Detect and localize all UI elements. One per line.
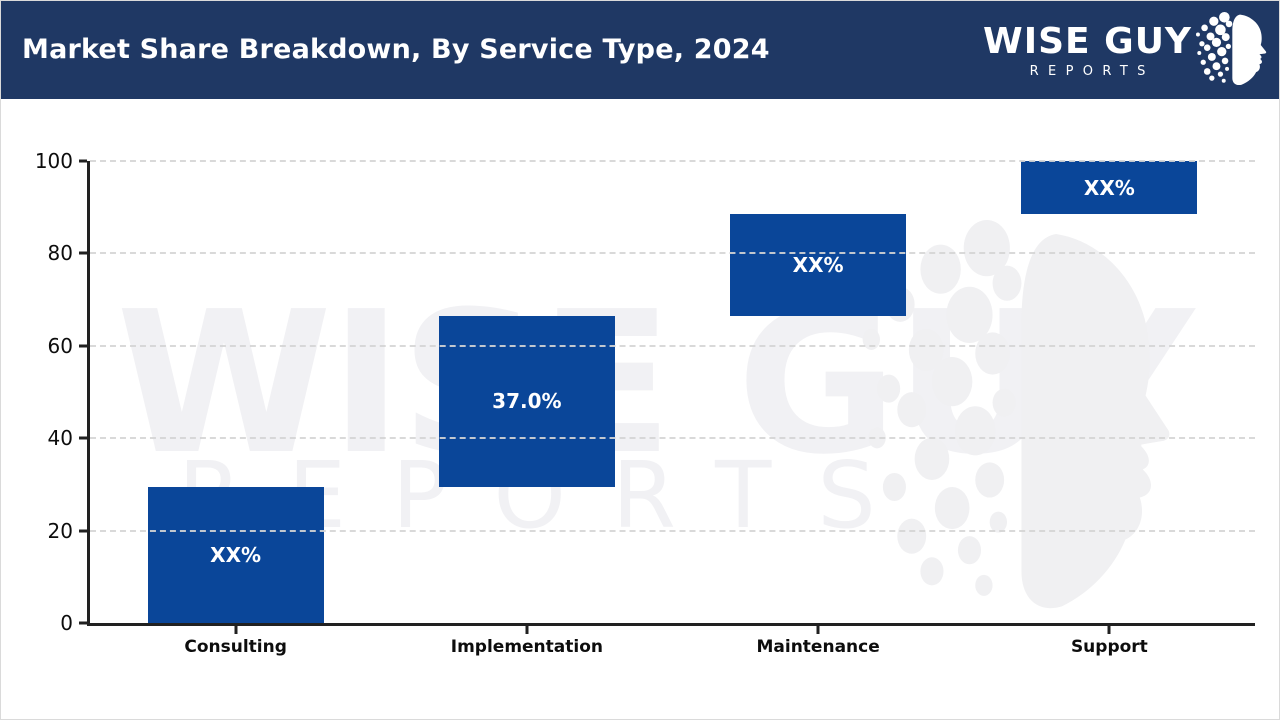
bar-value-label-consulting: XX% [210,542,262,567]
gridline-20 [90,529,1255,532]
plot-area: 0 20 40 60 80 100 XX% Consulting 37.0% Implementa… [35,149,1255,657]
y-axis-tick-label-100: 100 [34,149,73,173]
bar-value-label-support: XX% [1083,175,1135,200]
gridline-80 [90,252,1255,255]
y-axis-tick-60 [79,344,87,348]
bar-support: XX% [1021,161,1198,215]
y-axis-tick-40 [79,436,87,440]
y-axis-tick-80 [79,251,87,255]
wise-guy-face-icon [1195,11,1267,85]
x-category-label-implementation: Implementation [450,637,603,657]
logo-text: WISE GUY REPORTS [982,21,1192,80]
y-axis-tick-100 [79,159,87,163]
bar-maintenance: XX% [730,214,907,316]
y-axis-tick-label-20: 20 [47,518,73,543]
x-axis-tick-maintenance [816,626,820,634]
gridline-60 [90,344,1255,347]
header: Market Share Breakdown, By Service Type,… [0,0,1280,99]
x-category-label-consulting: Consulting [184,637,287,657]
x-axis-tick-implementation [525,626,529,634]
watermark-brand-text: WISE GUY [116,270,1194,498]
y-axis-tick-label-80: 80 [47,241,73,266]
y-axis-tick-label-60: 60 [47,333,73,358]
wise-guy-logo: WISE GUY REPORTS [983,8,1270,92]
bar-implementation: 37.0% [438,315,615,487]
y-axis-tick-0 [79,621,87,625]
logo-tagline: REPORTS [1029,64,1155,79]
bar-value-label-implementation: 37.0% [492,389,562,414]
bar-value-label-maintenance: XX% [792,252,844,277]
y-axis-tick-label-40: 40 [47,426,73,451]
gridline-100 [90,160,1255,162]
bar-consulting: XX% [147,486,324,623]
gridline-40 [90,437,1255,440]
x-axis-tick-consulting [234,626,238,634]
x-axis-tick-support [1107,626,1111,634]
y-axis-tick-label-0: 0 [60,611,73,635]
x-category-label-maintenance: Maintenance [756,637,880,657]
x-category-label-support: Support [1070,637,1148,657]
logo-brand-name: WISE GUY [982,21,1192,62]
page-title: Market Share Breakdown, By Service Type,… [22,34,770,65]
y-axis-tick-20 [79,529,87,533]
